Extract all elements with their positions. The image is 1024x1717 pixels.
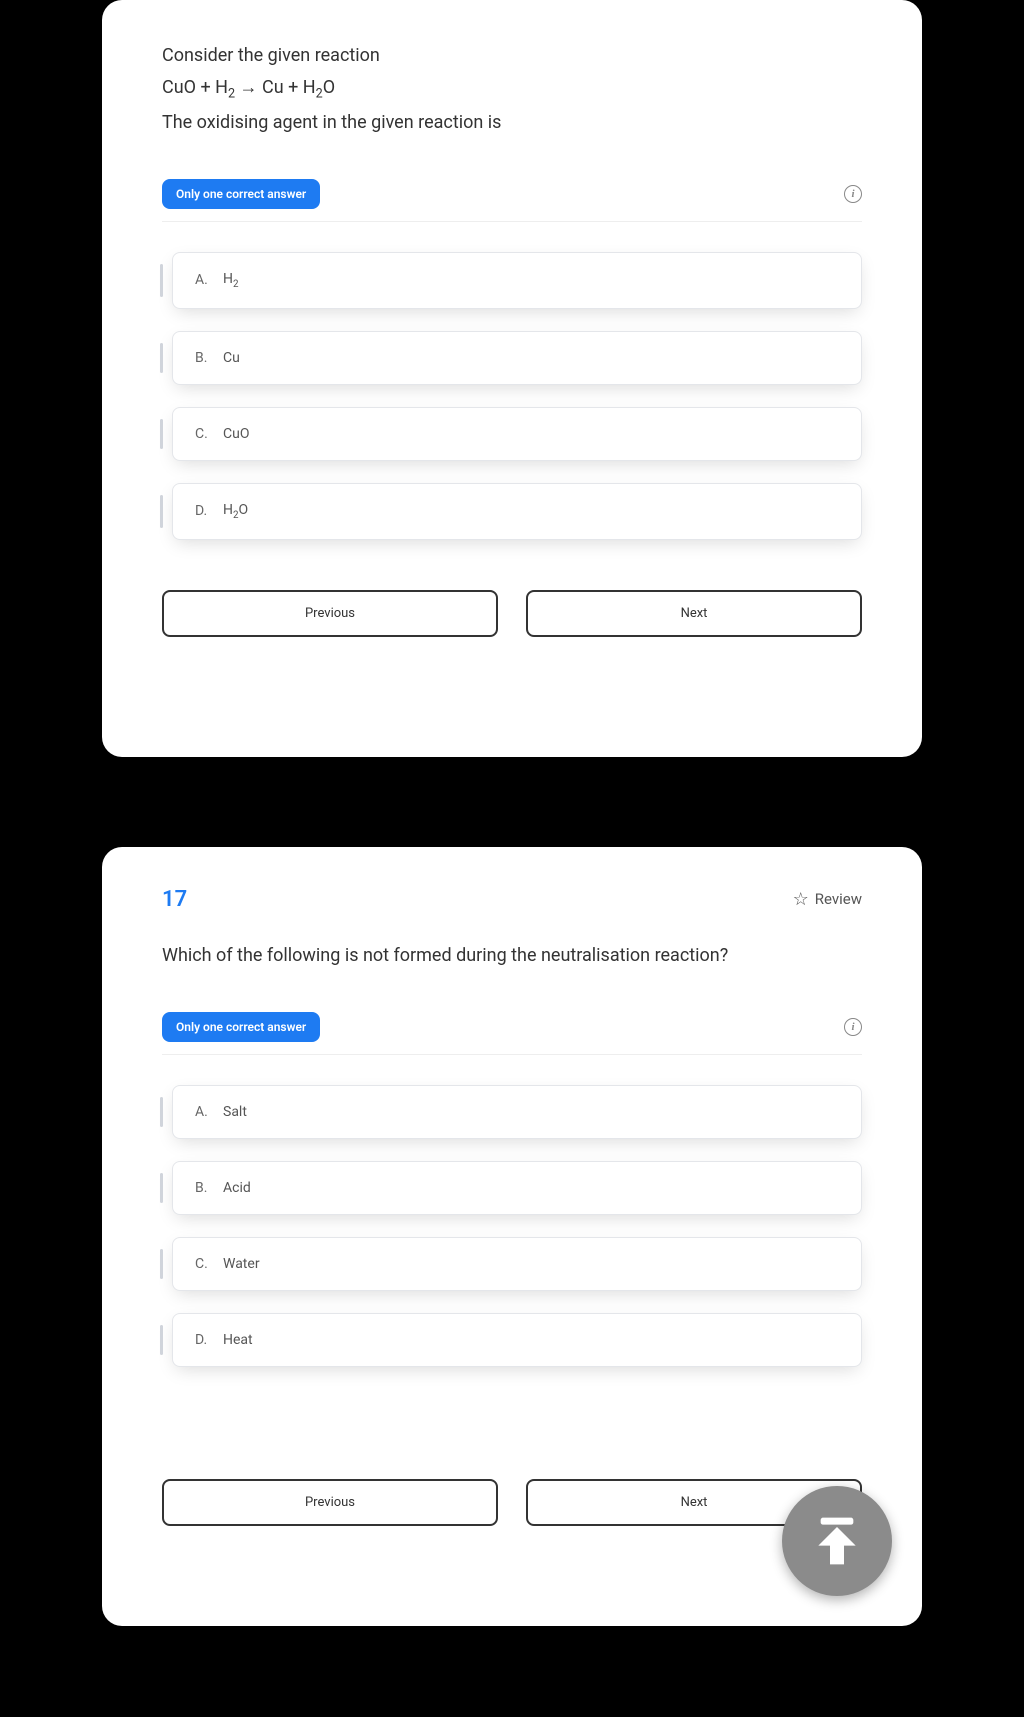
option-card: D.Heat xyxy=(172,1313,862,1367)
q1-line3: The oxidising agent in the given reactio… xyxy=(162,107,862,139)
option-text: Water xyxy=(223,1256,260,1272)
option-letter: D. xyxy=(195,1332,223,1348)
option-marker xyxy=(160,419,163,449)
previous-button[interactable]: Previous xyxy=(162,1479,498,1526)
option-letter: C. xyxy=(195,426,223,442)
nav-row-2: Previous Next xyxy=(162,1479,862,1526)
option-marker xyxy=(160,495,163,528)
options-list-1: A.H2 B.Cu C.CuO D.H2O xyxy=(162,252,862,540)
option-letter: C. xyxy=(195,1256,223,1272)
option-text: CuO xyxy=(223,426,249,442)
previous-button[interactable]: Previous xyxy=(162,590,498,637)
answer-option[interactable]: C.CuO xyxy=(162,407,862,461)
review-label: Review xyxy=(815,890,862,908)
option-marker xyxy=(160,1249,163,1279)
option-marker xyxy=(160,264,163,297)
question-card-1: Consider the given reaction CuO + H2 → C… xyxy=(102,0,922,757)
next-button[interactable]: Next xyxy=(526,590,862,637)
star-icon: ☆ xyxy=(793,889,809,910)
q1-line1: Consider the given reaction xyxy=(162,40,862,72)
review-button[interactable]: ☆ Review xyxy=(793,889,862,910)
option-text: Heat xyxy=(223,1332,253,1348)
answer-option[interactable]: A.H2 xyxy=(162,252,862,309)
info-icon[interactable]: i xyxy=(844,185,862,203)
option-letter: B. xyxy=(195,1180,223,1196)
question-2-body: 17 ☆ Review Which of the following is no… xyxy=(162,877,862,1566)
option-letter: D. xyxy=(195,503,223,519)
scroll-to-top-button[interactable] xyxy=(782,1486,892,1596)
badge-row-1: Only one correct answer i xyxy=(162,179,862,222)
answer-option[interactable]: D.H2O xyxy=(162,483,862,540)
answer-option[interactable]: C.Water xyxy=(162,1237,862,1291)
question-card-2: 17 ☆ Review Which of the following is no… xyxy=(102,847,922,1626)
option-text: Salt xyxy=(223,1104,247,1120)
option-card: A.H2 xyxy=(172,252,862,309)
option-card: C.CuO xyxy=(172,407,862,461)
options-list-2: A.Salt B.Acid C.Water D.Heat xyxy=(162,1085,862,1367)
option-marker xyxy=(160,1097,163,1127)
badge-row-2: Only one correct answer i xyxy=(162,1012,862,1055)
option-marker xyxy=(160,343,163,373)
answer-option[interactable]: D.Heat xyxy=(162,1313,862,1367)
info-icon[interactable]: i xyxy=(844,1018,862,1036)
option-letter: B. xyxy=(195,350,223,366)
answer-type-badge: Only one correct answer xyxy=(162,179,320,209)
question-2-text: Which of the following is not formed dur… xyxy=(162,940,862,972)
option-letter: A. xyxy=(195,1104,223,1120)
question-1-body: Consider the given reaction CuO + H2 → C… xyxy=(162,30,862,677)
option-card: A.Salt xyxy=(172,1085,862,1139)
option-text: Cu xyxy=(223,350,240,366)
answer-type-badge: Only one correct answer xyxy=(162,1012,320,1042)
question-1-text: Consider the given reaction CuO + H2 → C… xyxy=(162,40,862,139)
nav-row-1: Previous Next xyxy=(162,590,862,637)
option-text: H2O xyxy=(223,502,248,521)
option-marker xyxy=(160,1173,163,1203)
arrow-up-icon xyxy=(809,1513,865,1569)
question-number: 17 xyxy=(162,887,187,912)
option-card: C.Water xyxy=(172,1237,862,1291)
card-gap xyxy=(0,757,1024,847)
option-text: Acid xyxy=(223,1180,251,1196)
option-card: B.Acid xyxy=(172,1161,862,1215)
answer-option[interactable]: B.Acid xyxy=(162,1161,862,1215)
q1-line2: CuO + H2 → Cu + H2O xyxy=(162,72,862,106)
question-number-row: 17 ☆ Review xyxy=(162,887,862,912)
option-card: D.H2O xyxy=(172,483,862,540)
option-card: B.Cu xyxy=(172,331,862,385)
option-marker xyxy=(160,1325,163,1355)
answer-option[interactable]: A.Salt xyxy=(162,1085,862,1139)
answer-option[interactable]: B.Cu xyxy=(162,331,862,385)
option-letter: A. xyxy=(195,272,223,288)
option-text: H2 xyxy=(223,271,239,290)
